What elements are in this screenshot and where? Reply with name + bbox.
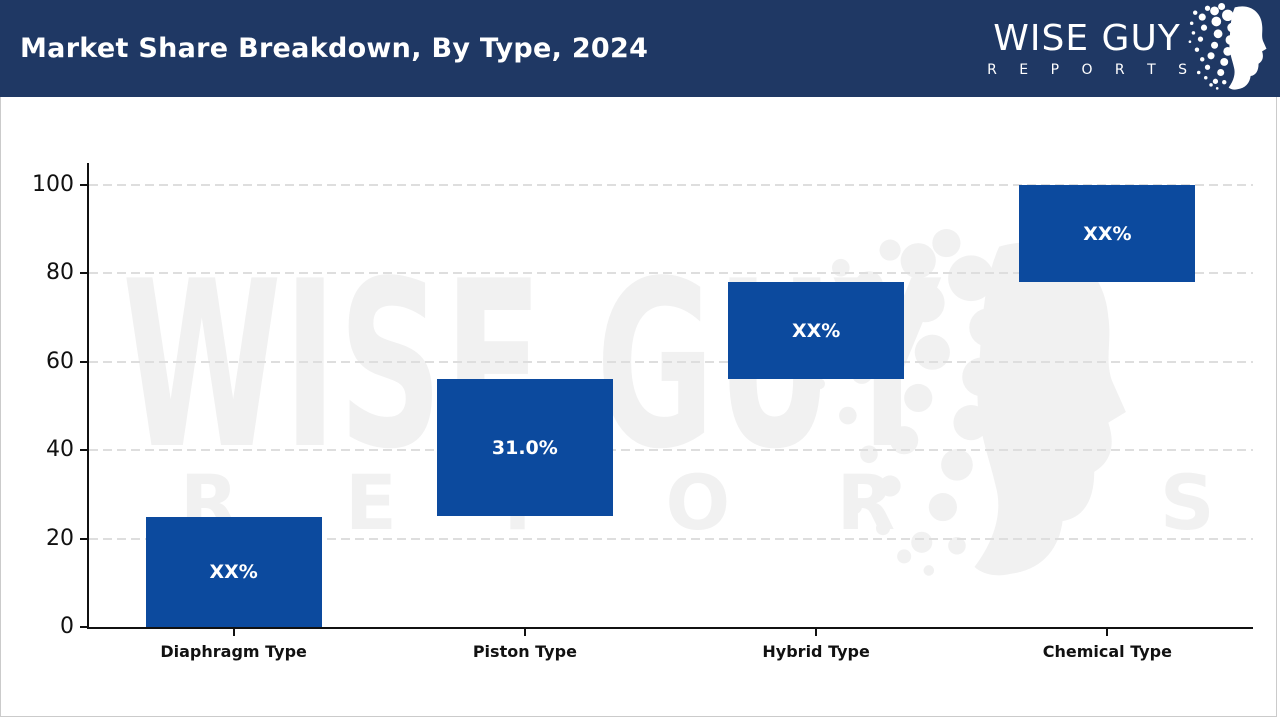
chart-title: Market Share Breakdown, By Type, 2024 <box>20 33 649 64</box>
y-axis-line <box>87 163 89 629</box>
chart-area: WISE GUY R E P O R T S 0 20 40 60 80 100 XX% Di… <box>0 97 1280 720</box>
y-tick-label: 80 <box>46 260 74 286</box>
bar-hybrid-type: XX% <box>728 282 905 380</box>
x-category-label-diaphragm-type: Diaphragm Type <box>160 642 307 661</box>
y-tick-mark <box>80 626 88 628</box>
y-tick-label: 0 <box>60 614 74 639</box>
x-tick-mark <box>523 629 526 636</box>
x-category-label-hybrid-type: Hybrid Type <box>762 642 870 661</box>
x-tick-mark <box>815 629 818 636</box>
logo-wordmark: WISE GUY <box>993 17 1181 59</box>
y-tick-label: 100 <box>32 172 74 197</box>
bar-value-label: XX% <box>209 560 258 583</box>
header-bar: Market Share Breakdown, By Type, 2024 WI… <box>0 0 1280 97</box>
x-category-label-piston-type: Piston Type <box>472 642 577 661</box>
watermark-head-icon <box>788 225 1140 589</box>
gridline-y40 <box>89 449 1253 452</box>
bar-diaphragm-type: XX% <box>145 516 322 627</box>
y-tick-mark <box>80 449 88 452</box>
wiseguy-logo: WISE GUY R E P O R T S <box>978 0 1270 97</box>
y-tick-mark <box>80 272 88 275</box>
logo-subtitle: R E P O R T S <box>987 61 1196 78</box>
bar-value-label: XX% <box>791 319 841 342</box>
y-tick-label: 60 <box>46 348 74 374</box>
y-tick-mark <box>80 360 88 363</box>
gridline-y60 <box>89 360 1253 363</box>
bar-chemical-type: XX% <box>1019 185 1196 283</box>
bar-value-label: XX% <box>1083 222 1132 245</box>
bar-value-label: 31.0% <box>491 436 558 459</box>
x-tick-mark <box>1106 629 1109 636</box>
wiseguy-head-icon <box>1182 2 1270 96</box>
y-tick-mark <box>80 184 88 186</box>
gridline-y80 <box>89 272 1253 275</box>
y-tick-label: 40 <box>46 437 74 463</box>
bar-piston-type: 31.0% <box>436 379 613 517</box>
x-category-label-chemical-type: Chemical Type <box>1042 642 1172 661</box>
gridline-y100 <box>89 184 1253 186</box>
x-axis-line <box>87 627 1253 629</box>
y-tick-mark <box>80 537 88 540</box>
x-tick-mark <box>232 629 235 636</box>
y-tick-label: 20 <box>46 525 74 551</box>
wiseguy-logo-text: WISE GUY R E P O R T S <box>978 17 1196 78</box>
gridline-y20 <box>89 537 1253 540</box>
